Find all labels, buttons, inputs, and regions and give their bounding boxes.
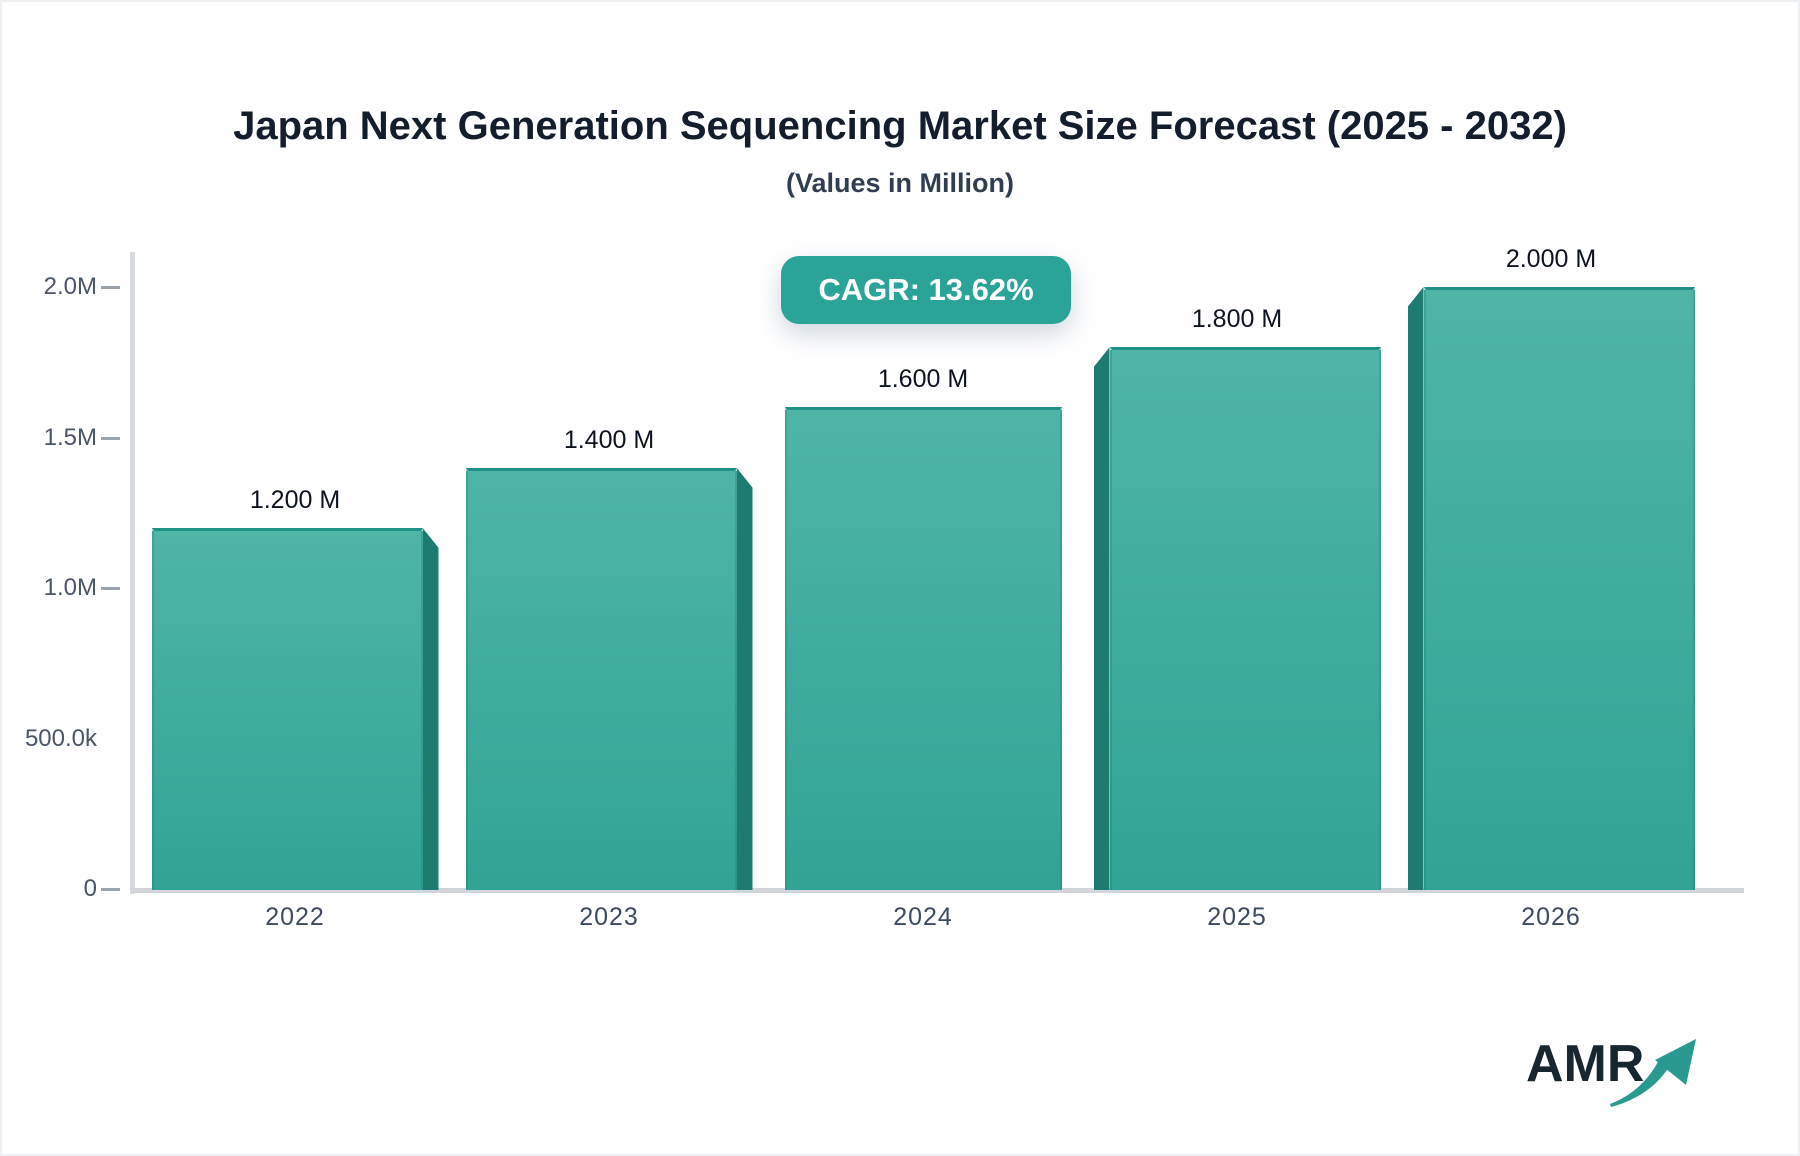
amr-logo-text: AMR: [1526, 1035, 1645, 1093]
cagr-badge: CAGR: 13.62%: [781, 256, 1071, 324]
y-axis-tick: [101, 888, 120, 891]
bar-value-label: 1.200 M: [249, 485, 341, 514]
y-axis-label: 2.0M: [43, 273, 97, 300]
bar-value-label: 1.800 M: [1191, 305, 1283, 334]
y-axis-line: [130, 252, 135, 894]
bar-2026: [1407, 287, 1695, 890]
cagr-badge-label: CAGR: 13.62%: [818, 272, 1034, 307]
bar-value-label: 1.600 M: [877, 365, 969, 394]
amr-logo: AMR: [1526, 1034, 1766, 1114]
x-axis-label: 2022: [265, 903, 325, 931]
bar-face: [784, 407, 1062, 890]
y-axis-label: 1.0M: [43, 574, 97, 601]
bar-value-label: 2.000 M: [1505, 245, 1597, 273]
bar-face: [1423, 287, 1695, 890]
bar-face: [465, 467, 737, 890]
bar-side-face: [1407, 287, 1424, 890]
x-axis-label: 2023: [579, 903, 639, 931]
bar-face: [1109, 347, 1381, 890]
chart-title: Japan Next Generation Sequencing Market …: [233, 104, 1567, 148]
bar-2023: [465, 467, 753, 890]
bar-side-face: [422, 527, 439, 890]
y-axis-label: 0: [83, 875, 97, 902]
y-axis-tick: [101, 587, 120, 590]
y-axis-tick: [101, 286, 120, 289]
y-axis-label: 500.0k: [24, 724, 97, 752]
bar-2025: [1093, 347, 1381, 890]
growth-arrow-icon: [1610, 1039, 1696, 1107]
x-axis-line: [130, 888, 1744, 893]
bar-side-face: [1093, 347, 1110, 890]
chart-subtitle: (Values in Million): [785, 168, 1015, 198]
bar-value-label: 1.400 M: [563, 425, 655, 454]
bar-2024: [780, 407, 1067, 890]
bar-2022: [151, 527, 439, 890]
y-axis-tick: [101, 436, 120, 440]
x-axis-label: 2025: [1207, 903, 1267, 931]
y-axis-label: 1.5M: [43, 423, 97, 451]
bar-face: [151, 527, 423, 890]
x-axis-label: 2026: [1521, 903, 1581, 931]
bar-side-face: [736, 467, 753, 890]
x-axis-label: 2024: [893, 903, 953, 931]
